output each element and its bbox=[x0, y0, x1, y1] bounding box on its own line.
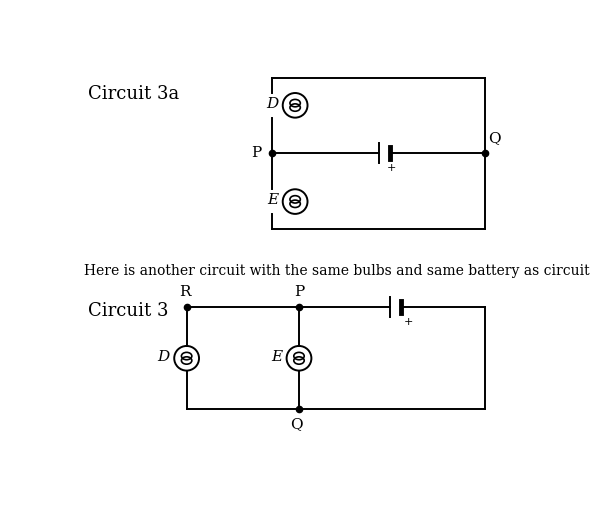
Text: Circuit 3: Circuit 3 bbox=[88, 302, 169, 320]
Text: P: P bbox=[251, 146, 261, 160]
Text: D: D bbox=[266, 97, 278, 111]
Text: R: R bbox=[179, 285, 191, 298]
Text: +: + bbox=[387, 163, 396, 173]
Text: P: P bbox=[294, 285, 304, 298]
Text: Circuit 3a: Circuit 3a bbox=[88, 85, 179, 103]
Text: E: E bbox=[271, 350, 282, 364]
Text: Q: Q bbox=[290, 417, 303, 431]
Text: D: D bbox=[157, 350, 169, 364]
Text: Q: Q bbox=[488, 131, 501, 145]
Text: Here is another circuit with the same bulbs and same battery as circuit 3.: Here is another circuit with the same bu… bbox=[84, 264, 594, 278]
Text: E: E bbox=[267, 193, 278, 207]
Text: +: + bbox=[403, 317, 413, 327]
